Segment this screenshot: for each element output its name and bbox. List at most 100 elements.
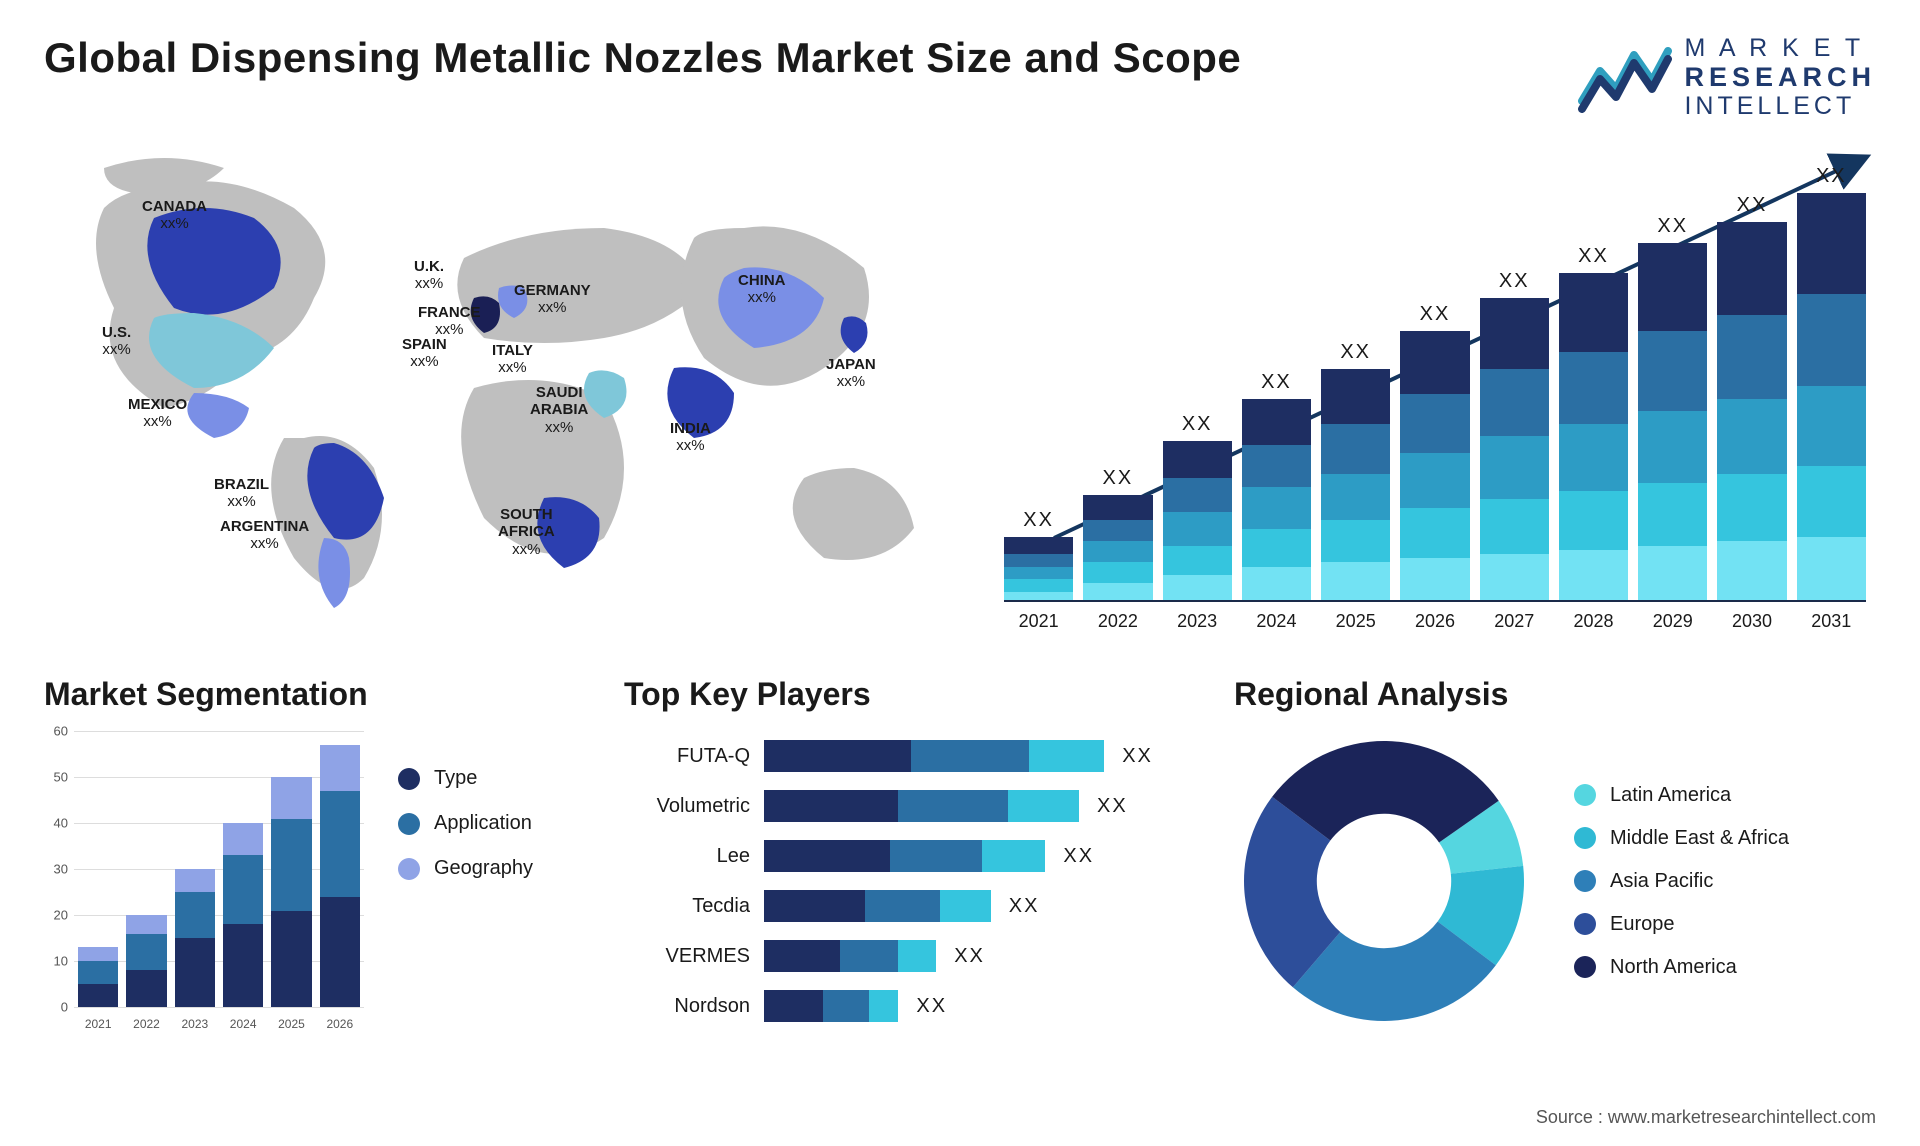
growth-year-label: 2026 [1400, 611, 1469, 632]
growth-bar: XX [1559, 273, 1628, 601]
seg-x-label: 2024 [223, 1017, 263, 1031]
growth-bar-seg [1321, 520, 1390, 562]
growth-bar-seg [1163, 546, 1232, 575]
map-label-canada: CANADAxx% [142, 198, 207, 233]
seg-y-tick: 30 [54, 862, 68, 877]
seg-x-label: 2025 [271, 1017, 311, 1031]
kp-bar-seg [898, 940, 936, 972]
seg-legend-item: Application [398, 812, 574, 835]
logo-line2: RESEARCH [1684, 62, 1876, 92]
growth-year-label: 2022 [1083, 611, 1152, 632]
segmentation-title: Market Segmentation [44, 676, 574, 713]
growth-bar-seg [1004, 592, 1073, 600]
kp-row: XX [764, 740, 1184, 772]
regional-panel: Regional Analysis Latin AmericaMiddle Ea… [1234, 676, 1876, 1076]
kp-value: XX [1063, 845, 1094, 868]
map-label-italy: ITALYxx% [492, 342, 533, 377]
growth-bar-seg [1480, 499, 1549, 554]
legend-label: Geography [434, 857, 533, 880]
growth-bar-seg [1638, 243, 1707, 331]
growth-bar-value: XX [1004, 509, 1073, 532]
kp-bar-seg [764, 740, 911, 772]
growth-bar-seg [1163, 478, 1232, 512]
growth-bar-seg [1480, 298, 1549, 369]
map-label-saudi-arabia: SAUDIARABIAxx% [530, 384, 588, 436]
legend-label: Middle East & Africa [1610, 827, 1789, 850]
map-label-brazil: BRAZILxx% [214, 476, 269, 511]
logo-line3: INTELLECT [1684, 92, 1876, 120]
growth-bar-value: XX [1400, 303, 1469, 326]
seg-x-label: 2022 [126, 1017, 166, 1031]
map-label-south-africa: SOUTHAFRICAxx% [498, 506, 555, 558]
growth-bar-seg [1083, 562, 1152, 583]
seg-bar [271, 777, 311, 1007]
seg-bar-seg [320, 745, 360, 791]
kp-row: XX [764, 890, 1184, 922]
growth-bar-seg [1004, 579, 1073, 592]
growth-bar-seg [1163, 441, 1232, 479]
growth-bar-seg [1163, 512, 1232, 546]
kp-bar-seg [869, 990, 898, 1022]
reg-legend-item: North America [1574, 956, 1876, 979]
growth-bar-seg [1083, 495, 1152, 520]
seg-y-tick: 10 [54, 954, 68, 969]
seg-bar-seg [175, 938, 215, 1007]
growth-bar-seg [1638, 331, 1707, 411]
growth-year-label: 2025 [1321, 611, 1390, 632]
seg-bar-seg [126, 934, 166, 971]
growth-bar-seg [1797, 294, 1866, 386]
kp-bar-seg [840, 940, 899, 972]
segmentation-panel: Market Segmentation 0102030405060 202120… [44, 676, 574, 1076]
growth-bar-seg [1400, 558, 1469, 600]
growth-year-label: 2023 [1163, 611, 1232, 632]
growth-year-label: 2021 [1004, 611, 1073, 632]
growth-bar-seg [1480, 554, 1549, 600]
kp-bar-seg [982, 840, 1045, 872]
growth-bar-seg [1083, 583, 1152, 600]
kp-row: XX [764, 940, 1184, 972]
kp-row: XX [764, 790, 1184, 822]
kp-row: XX [764, 840, 1184, 872]
seg-bar-seg [78, 947, 118, 961]
seg-bar-seg [126, 915, 166, 933]
top-row: CANADAxx%U.S.xx%MEXICOxx%BRAZILxx%ARGENT… [44, 138, 1876, 638]
seg-bar-seg [271, 911, 311, 1008]
seg-bar-seg [320, 897, 360, 1007]
growth-bar: XX [1797, 193, 1866, 600]
seg-y-tick: 60 [54, 724, 68, 739]
growth-bar-value: XX [1797, 165, 1866, 188]
growth-bar-seg [1400, 331, 1469, 394]
growth-bar-seg [1242, 399, 1311, 445]
kp-bar-seg [764, 840, 890, 872]
seg-y-tick: 50 [54, 770, 68, 785]
growth-bar-value: XX [1083, 467, 1152, 490]
kp-label: Nordson [624, 995, 764, 1018]
kp-bar-seg [911, 740, 1029, 772]
growth-bar-seg [1004, 567, 1073, 580]
seg-bar [223, 823, 263, 1007]
growth-bar-seg [1797, 193, 1866, 294]
seg-bar [78, 947, 118, 1007]
seg-bar-seg [271, 819, 311, 911]
growth-bar: XX [1083, 495, 1152, 600]
kp-bar-seg [764, 890, 865, 922]
growth-year-label: 2030 [1717, 611, 1786, 632]
seg-y-tick: 20 [54, 908, 68, 923]
legend-swatch [1574, 784, 1596, 806]
kp-label: VERMES [624, 945, 764, 968]
growth-bar-seg [1163, 575, 1232, 600]
reg-legend-item: Asia Pacific [1574, 870, 1876, 893]
growth-bar-value: XX [1321, 341, 1390, 364]
growth-bar: XX [1242, 399, 1311, 601]
growth-bar-seg [1638, 546, 1707, 601]
growth-bar-seg [1638, 411, 1707, 482]
kp-label: Lee [624, 845, 764, 868]
growth-bar-seg [1004, 554, 1073, 567]
growth-bar-seg [1797, 386, 1866, 466]
seg-bar-seg [175, 869, 215, 892]
growth-bar-seg [1242, 529, 1311, 567]
growth-bar: XX [1400, 331, 1469, 600]
growth-bar-seg [1717, 541, 1786, 600]
map-label-france: FRANCExx% [418, 304, 481, 339]
seg-bar-seg [78, 961, 118, 984]
